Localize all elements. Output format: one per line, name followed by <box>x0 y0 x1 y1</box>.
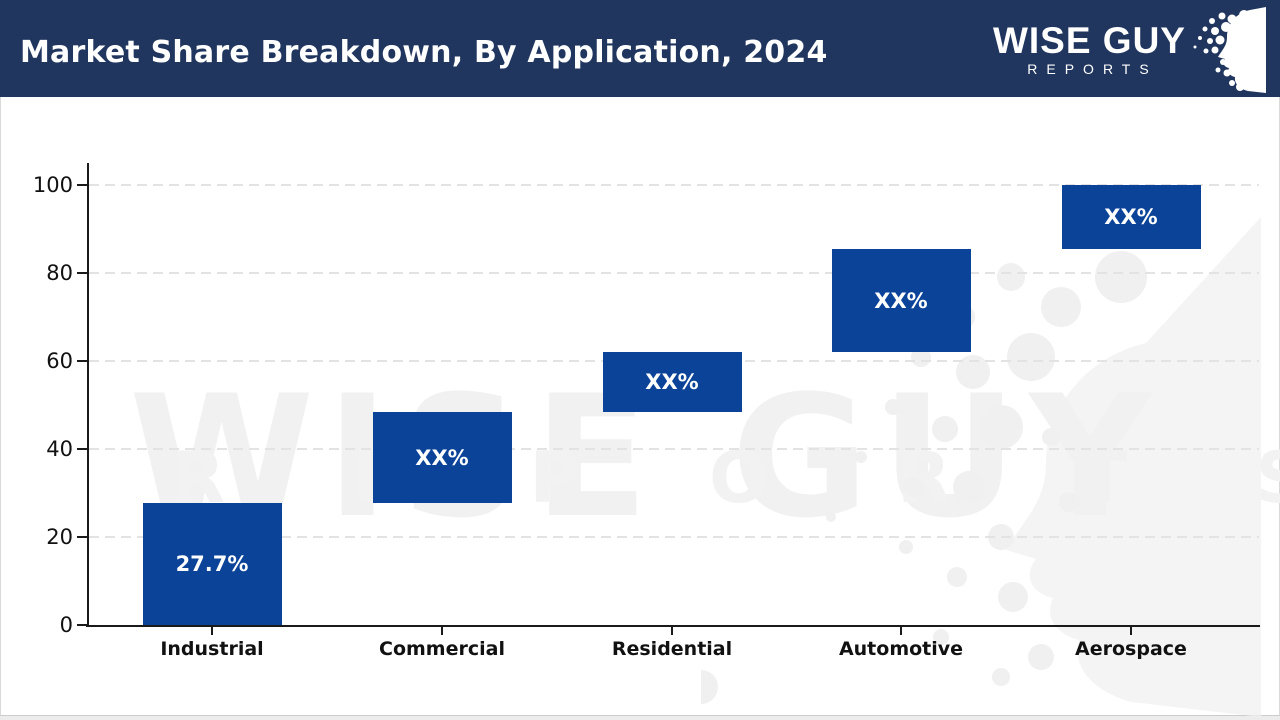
category-label-automotive: Automotive <box>838 638 964 660</box>
x-tick-commercial <box>441 627 443 635</box>
gridline-40 <box>89 448 1259 450</box>
category-label-aerospace: Aerospace <box>1075 638 1187 660</box>
bar-value-label: XX% <box>874 288 928 313</box>
bar-aerospace: XX% <box>1061 185 1201 250</box>
bar-value-label: XX% <box>645 370 699 395</box>
x-tick-industrial <box>211 627 213 635</box>
bar-commercial: XX% <box>372 412 512 504</box>
brand-logo: WISE GUY REPORTS <box>993 5 1266 93</box>
category-label-industrial: Industrial <box>160 638 264 660</box>
bar-automotive: XX% <box>831 249 971 353</box>
x-tick-aerospace <box>1130 627 1132 635</box>
gridline-100 <box>89 184 1259 186</box>
bar-residential: XX% <box>602 352 742 413</box>
bar-value-label: XX% <box>1104 205 1158 230</box>
y-axis <box>87 163 89 627</box>
y-tick-label-60: 60 <box>46 349 73 373</box>
x-tick-automotive <box>900 627 902 635</box>
bar-value-label: XX% <box>415 445 469 470</box>
category-label-residential: Residential <box>611 638 733 660</box>
x-tick-residential <box>671 627 673 635</box>
bar-industrial: 27.7% <box>142 503 282 625</box>
logo-subtext: REPORTS <box>1027 60 1158 77</box>
gridline-20 <box>89 536 1259 538</box>
bottom-border <box>0 715 1280 720</box>
y-tick-100 <box>77 184 87 186</box>
y-tick-label-100: 100 <box>32 173 73 197</box>
gridline-80 <box>89 272 1259 274</box>
y-tick-label-0: 0 <box>59 613 73 637</box>
y-tick-60 <box>77 360 87 362</box>
dotted-face-icon <box>1193 6 1266 93</box>
y-tick-label-20: 20 <box>46 525 73 549</box>
y-tick-40 <box>77 448 87 450</box>
y-tick-80 <box>77 272 87 274</box>
chart-canvas: WISE GUY R E P O R T S 0 20 40 60 80 100 27.7%… <box>0 97 1280 717</box>
bar-value-label: 27.7% <box>175 552 249 577</box>
y-tick-0 <box>77 624 87 626</box>
y-tick-label-80: 80 <box>46 261 73 285</box>
y-tick-20 <box>77 536 87 538</box>
category-label-commercial: Commercial <box>379 638 505 660</box>
logo-wordmark: WISE GUY <box>992 19 1186 61</box>
page-title: Market Share Breakdown, By Application, … <box>20 35 828 70</box>
header-bar: Market Share Breakdown, By Application, … <box>0 0 1280 97</box>
x-axis <box>86 625 1260 627</box>
y-tick-label-40: 40 <box>46 437 73 461</box>
